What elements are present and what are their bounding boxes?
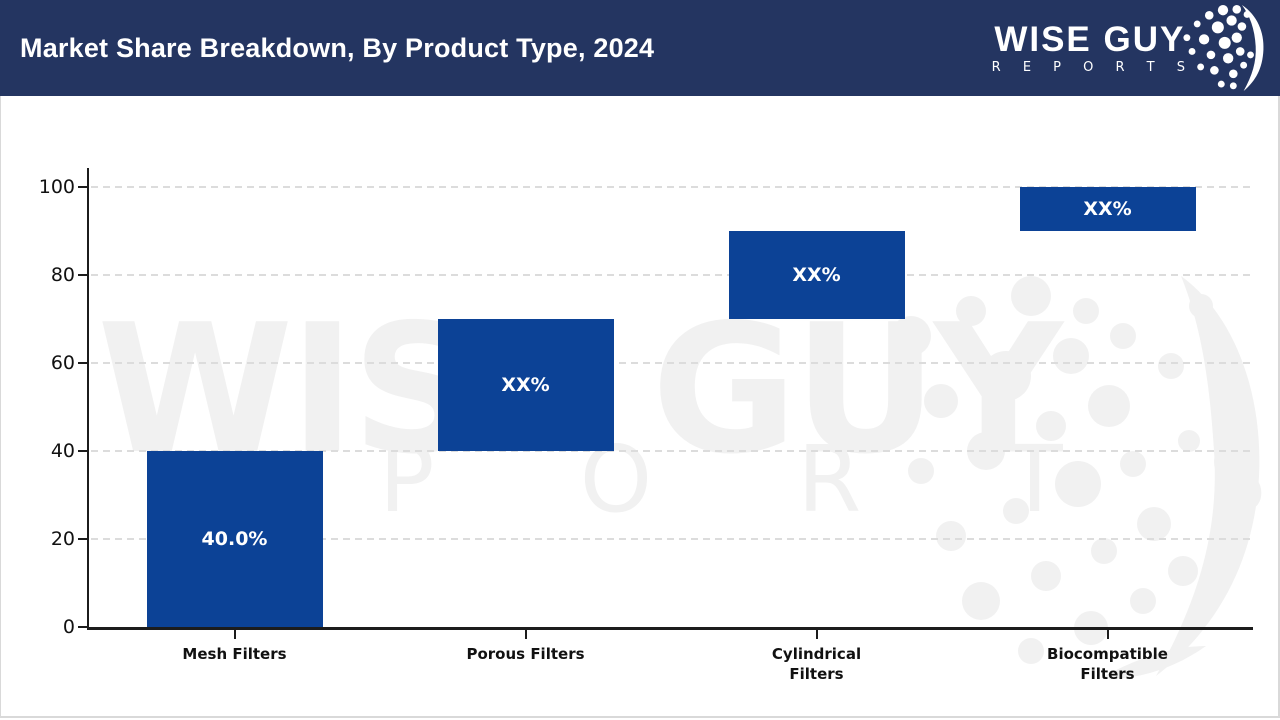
- bar-biocompatible-filters: XX%: [1019, 187, 1196, 231]
- wiseguy-face-icon: [1183, 5, 1264, 91]
- y-axis-tick: [78, 362, 87, 364]
- bar-cylindrical-filters: XX%: [728, 231, 905, 319]
- y-axis-tick-label: 0: [62, 616, 75, 638]
- y-axis-tick: [78, 186, 87, 188]
- x-axis-tick: [233, 630, 236, 639]
- logo-subtitle: R E P O R T S: [991, 59, 1194, 75]
- x-axis: [87, 627, 1253, 630]
- y-axis-tick-label: 80: [50, 264, 75, 286]
- gridline-20: [91, 538, 1253, 540]
- x-axis-tick: [1106, 630, 1109, 639]
- x-axis-tick: [815, 630, 818, 639]
- x-category-label: Porous Filters: [466, 645, 585, 663]
- logo-text: WISE GUY R E P O R T S: [986, 19, 1194, 75]
- bar-value-label: 40.0%: [201, 528, 268, 550]
- bar-mesh-filters: 40.0%: [146, 451, 323, 627]
- y-axis-tick: [78, 274, 87, 276]
- bar-porous-filters: XX%: [437, 319, 614, 451]
- page-title: Market Share Breakdown, By Product Type,…: [20, 32, 655, 63]
- gridline-80: [91, 274, 1253, 276]
- header-bar: Market Share Breakdown, By Product Type,…: [0, 0, 1280, 96]
- x-category-label: Cylindrical Filters: [771, 645, 862, 683]
- y-axis-tick: [78, 450, 87, 452]
- y-axis-tick: [78, 626, 87, 628]
- y-axis-tick-label: 60: [50, 352, 75, 374]
- y-axis-tick-label: 100: [38, 176, 75, 198]
- chart-canvas: WISE GUY P O R T S 0 20 40 60 80 100 40.0% Mesh…: [0, 96, 1280, 718]
- y-axis-tick: [78, 538, 87, 540]
- plot-area: 0 20 40 60 80 100 40.0% Mesh Filters XX% Porous F…: [1, 96, 1278, 716]
- x-axis-tick: [524, 630, 527, 639]
- gridline-60: [91, 362, 1253, 364]
- wiseguy-logo: WISE GUY R E P O R T S: [986, 4, 1280, 92]
- bar-value-label: XX%: [792, 264, 841, 286]
- y-axis-tick-label: 40: [50, 440, 75, 462]
- y-axis: [87, 168, 89, 630]
- bar-value-label: XX%: [501, 374, 550, 396]
- logo-wordmark: WISE GUY: [994, 19, 1186, 59]
- gridline-100: [91, 186, 1253, 188]
- x-category-label: Biocompatible Filters: [1047, 645, 1168, 683]
- y-axis-tick-label: 20: [50, 528, 75, 550]
- bar-value-label: XX%: [1083, 198, 1132, 220]
- gridline-40: [91, 450, 1253, 452]
- x-category-label: Mesh Filters: [182, 645, 287, 663]
